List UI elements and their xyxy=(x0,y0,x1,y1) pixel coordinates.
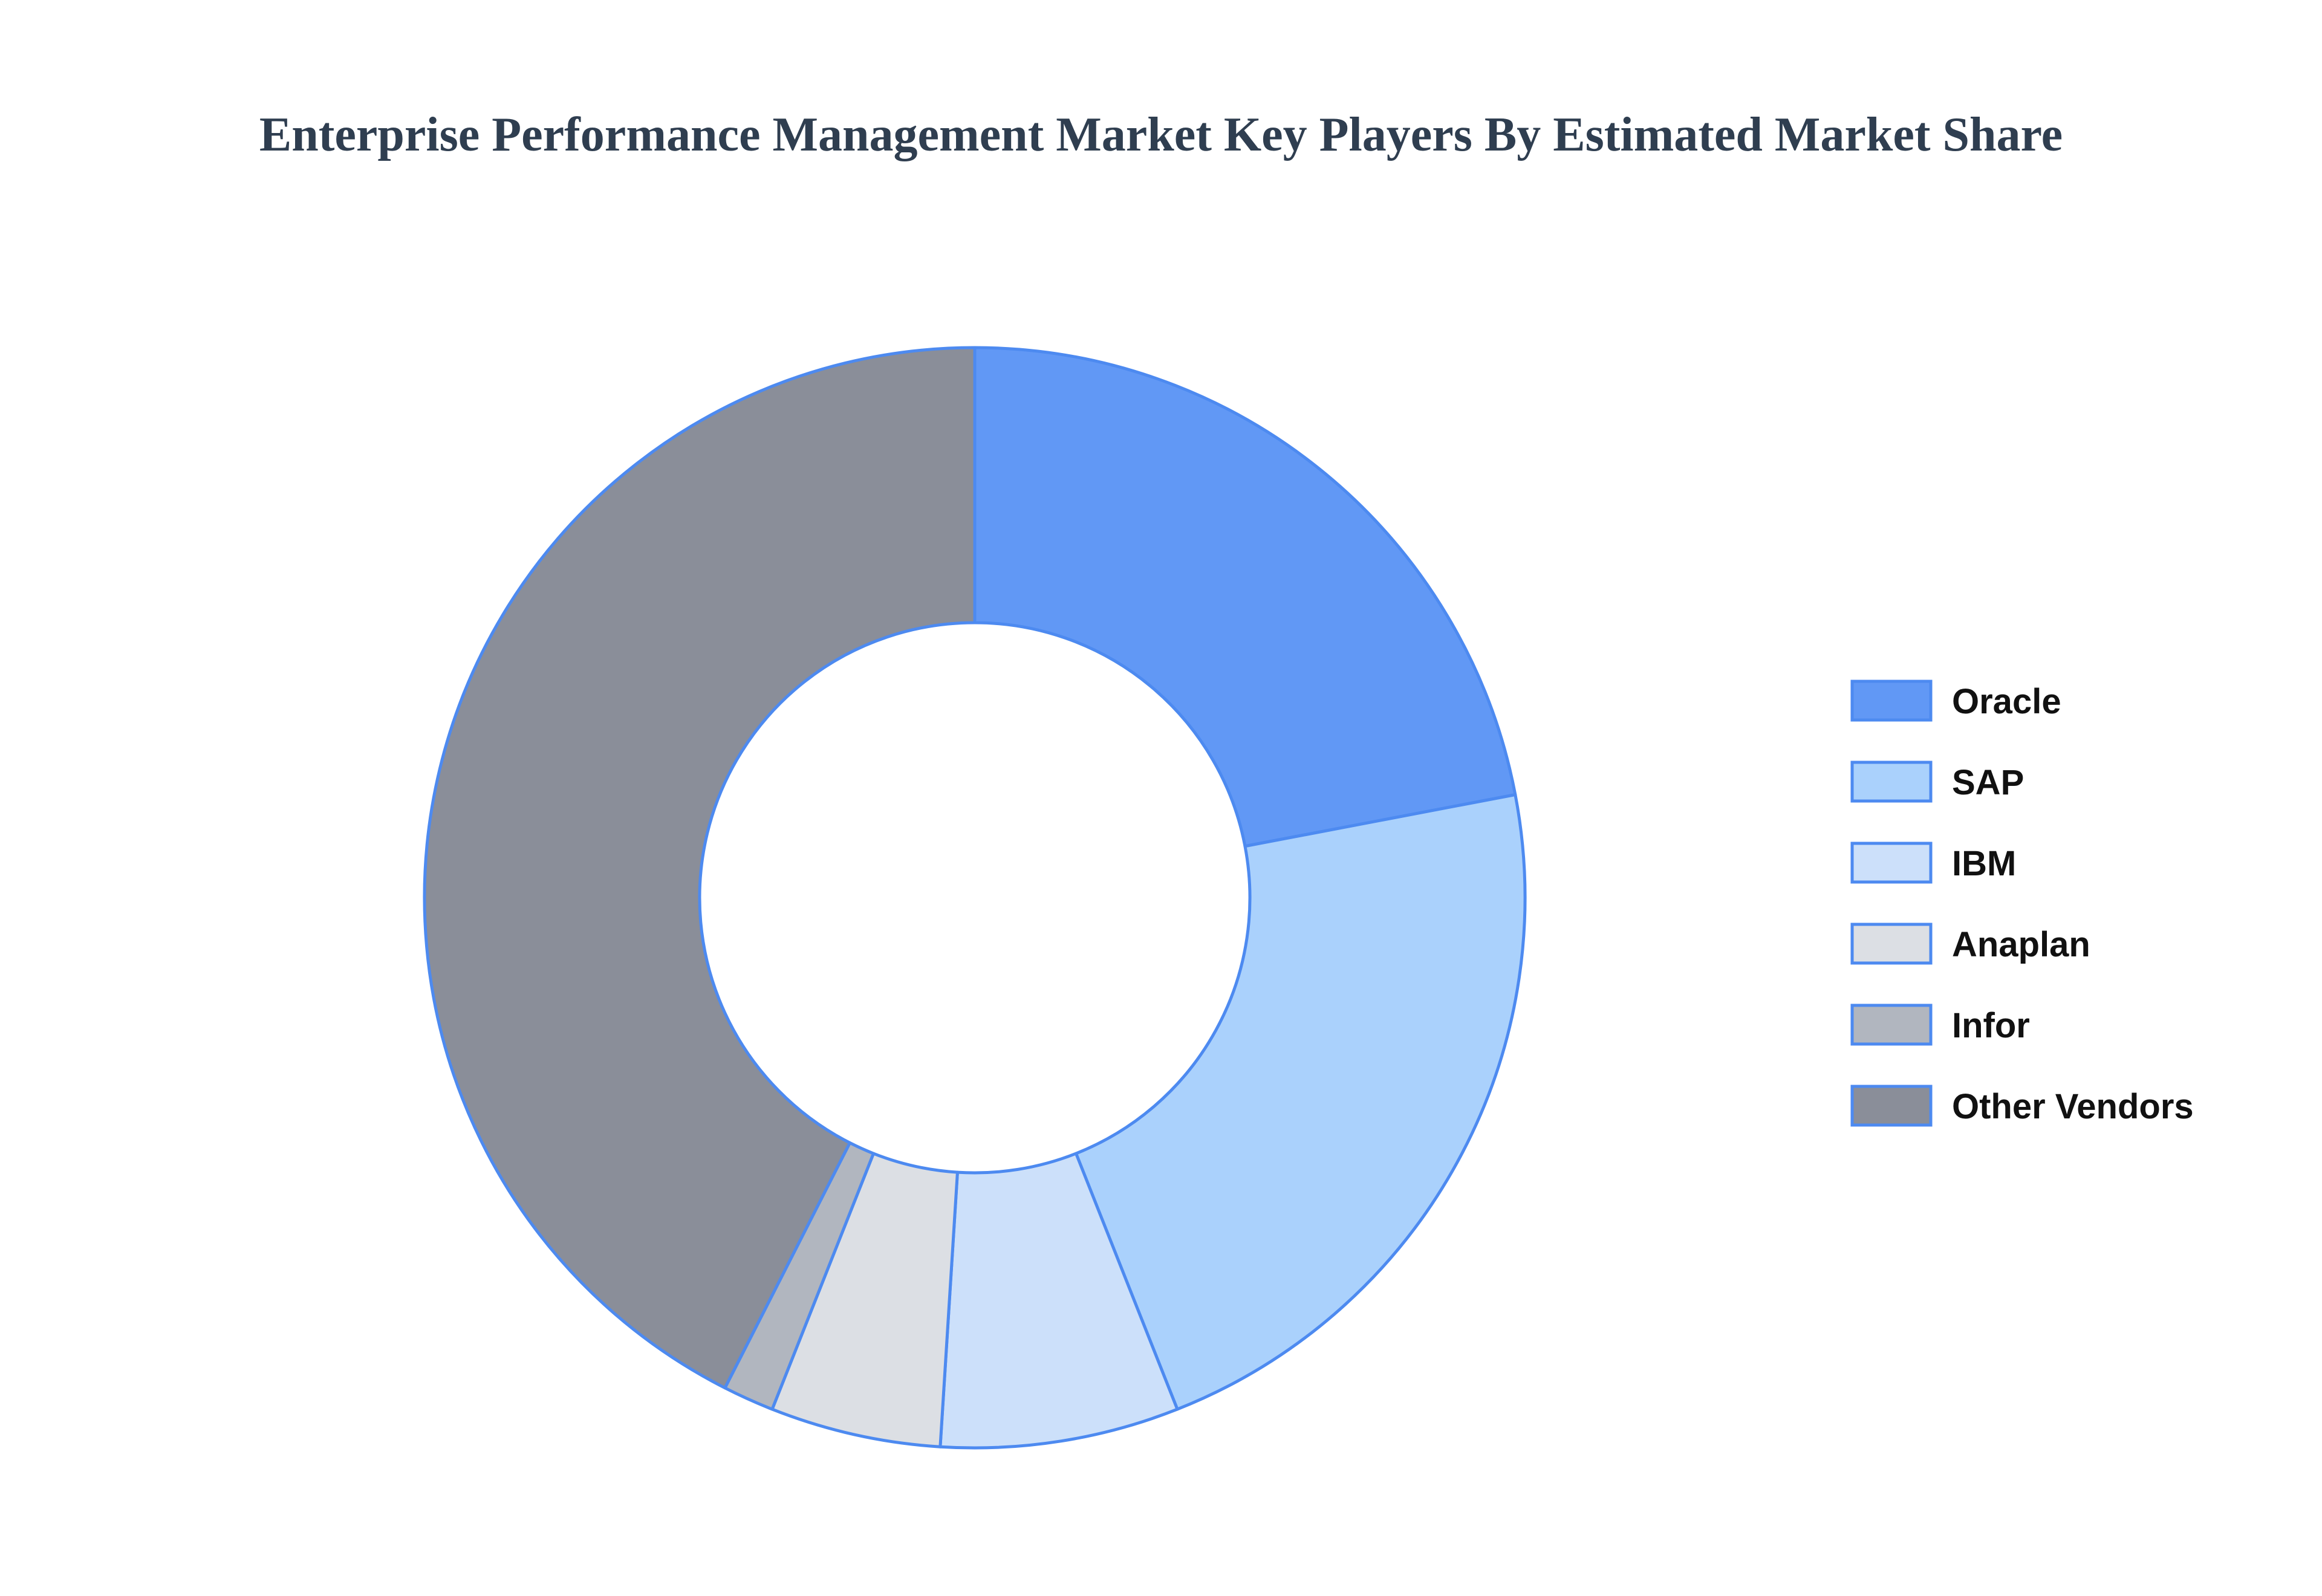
slice-other-vendors[interactable] xyxy=(423,346,977,1390)
legend-swatch-ibm xyxy=(1850,842,1933,884)
legend-label-anaplan: Anaplan xyxy=(1952,925,2090,964)
legend-item-anaplan[interactable]: Anaplan xyxy=(1850,923,2090,965)
legend-item-oracle[interactable]: Oracle xyxy=(1850,680,2061,722)
legend: Oracle SAP IBM Anaplan Infor Other Vendors xyxy=(1850,680,2194,1127)
legend-label-oracle: Oracle xyxy=(1952,682,2061,721)
legend-swatch-other-vendors xyxy=(1850,1085,1933,1127)
legend-label-other-vendors: Other Vendors xyxy=(1952,1087,2194,1126)
donut-slices xyxy=(423,346,1527,1450)
legend-label-infor: Infor xyxy=(1952,1006,2030,1045)
legend-item-other-vendors[interactable]: Other Vendors xyxy=(1850,1085,2194,1127)
chart-title: Enterprise Performance Management Market… xyxy=(259,108,2063,161)
legend-label-sap: SAP xyxy=(1952,763,2024,802)
slice-oracle[interactable] xyxy=(973,346,1517,848)
legend-swatch-anaplan xyxy=(1850,923,1933,965)
legend-swatch-sap xyxy=(1850,761,1933,803)
legend-swatch-oracle xyxy=(1850,680,1933,722)
slice-sap[interactable] xyxy=(1075,793,1527,1411)
legend-item-ibm[interactable]: IBM xyxy=(1850,842,2016,884)
legend-item-infor[interactable]: Infor xyxy=(1850,1004,2030,1046)
legend-label-ibm: IBM xyxy=(1952,844,2016,883)
legend-swatch-infor xyxy=(1850,1004,1933,1046)
legend-item-sap[interactable]: SAP xyxy=(1850,761,2024,803)
